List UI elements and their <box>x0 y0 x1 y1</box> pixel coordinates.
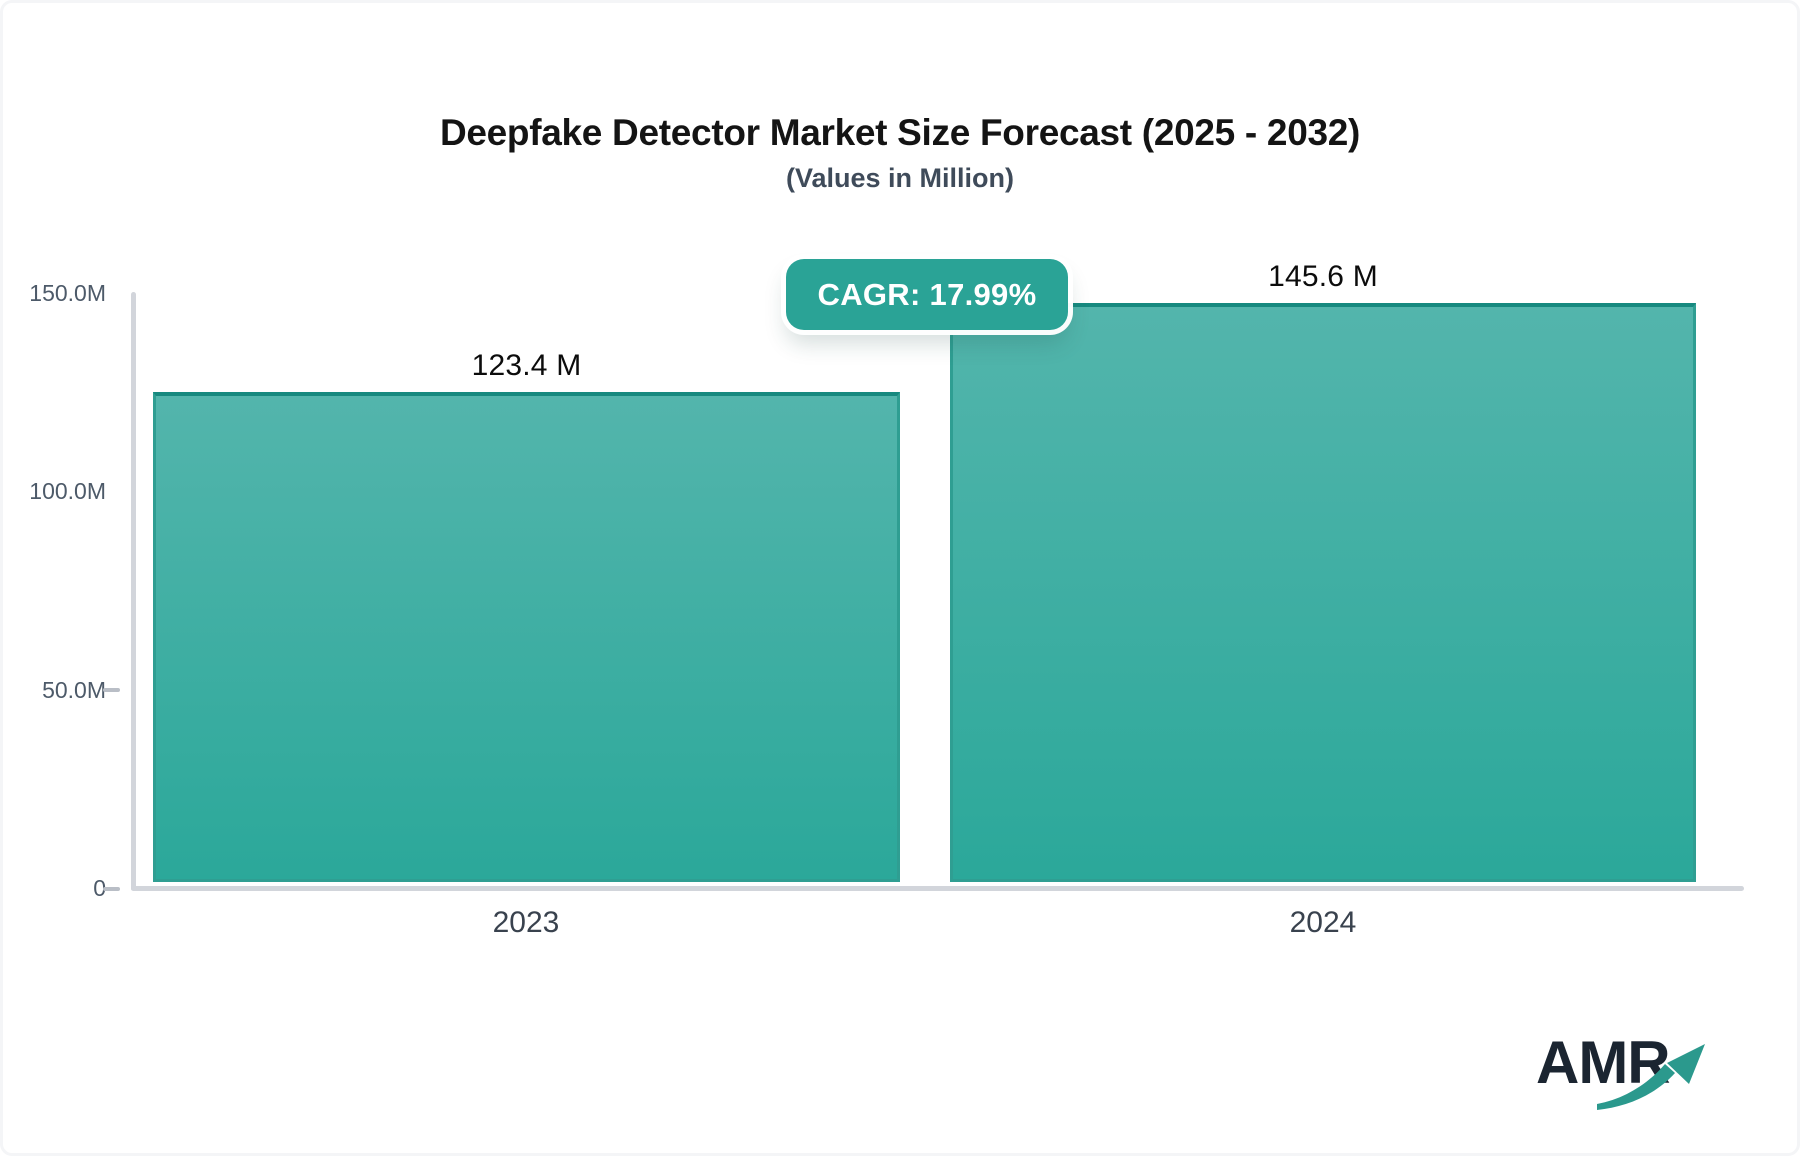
bar-2023 <box>153 392 900 882</box>
x-axis-line <box>131 886 1744 891</box>
y-tick-label-0: 0 <box>93 875 106 901</box>
bar-group-2024: 145.6 M <box>950 260 1696 882</box>
y-tick-label-50m: 50.0M <box>42 677 106 703</box>
bar-value-label-2023: 123.4 M <box>471 349 582 382</box>
x-axis-label-2023: 2023 <box>492 906 560 939</box>
bar-group-2023: 123.4 M <box>153 349 900 882</box>
chart-subtitle: (Values in Million) <box>785 163 1015 193</box>
y-tick-mark-0 <box>103 887 120 891</box>
chart-title: Deepfake Detector Market Size Forecast (… <box>439 112 1361 153</box>
cagr-badge-label: CAGR: 17.99% <box>817 276 1037 312</box>
amr-logo: AMR <box>1536 1033 1736 1123</box>
amr-logo-arrow-icon <box>1597 1044 1705 1110</box>
bar-value-label-2024: 145.6 M <box>1268 260 1378 293</box>
x-axis-label-2024: 2024 <box>1289 906 1357 939</box>
bar-2024 <box>950 303 1696 882</box>
y-tick-mark-50m <box>103 688 120 692</box>
cagr-badge: CAGR: 17.99% <box>786 259 1068 330</box>
y-axis-line <box>131 292 136 891</box>
y-tick-label-100m: 100.0M <box>29 478 106 504</box>
y-tick-label-150m: 150.0M <box>29 280 106 306</box>
